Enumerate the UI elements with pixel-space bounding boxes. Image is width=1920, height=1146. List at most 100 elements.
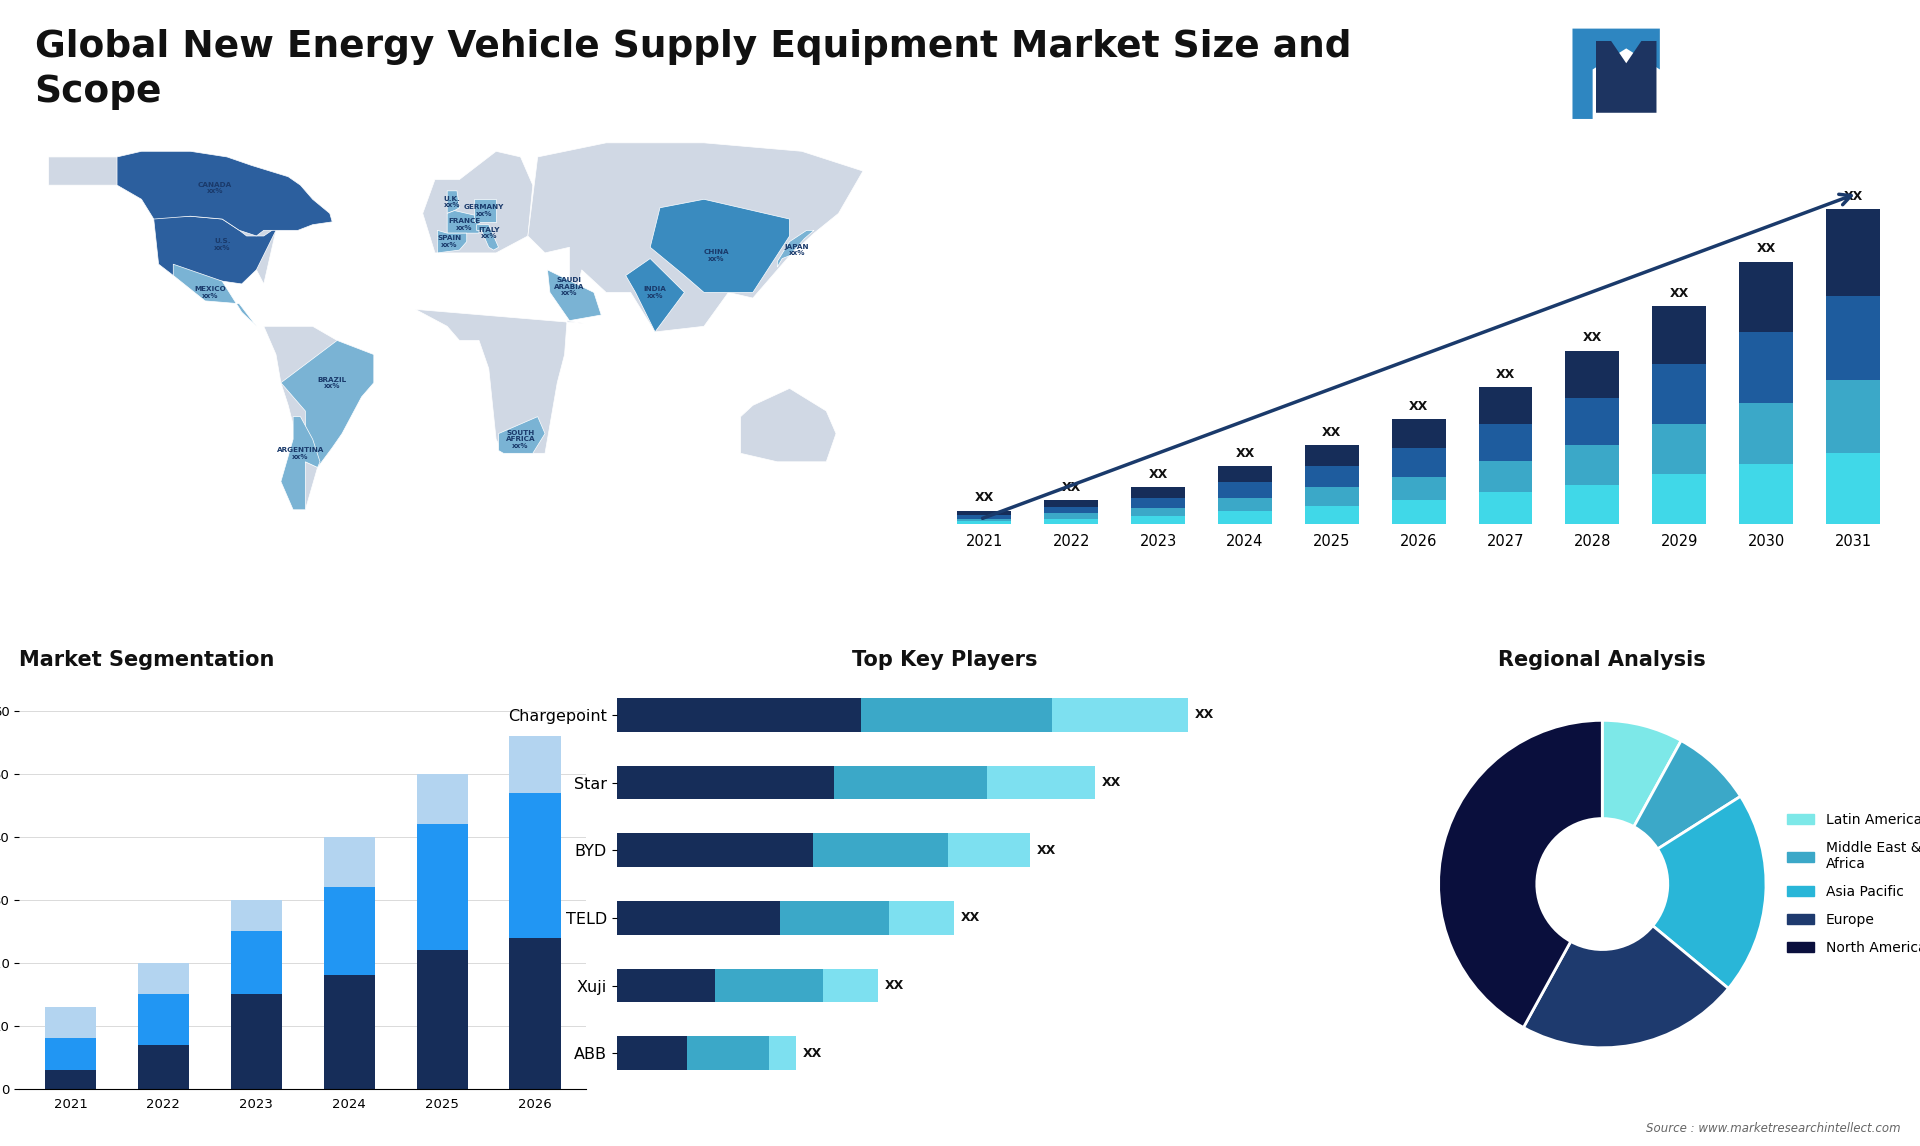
Text: XX: XX bbox=[1194, 708, 1213, 722]
Title: Regional Analysis: Regional Analysis bbox=[1498, 650, 1707, 669]
Bar bbox=[1131, 516, 1185, 524]
Bar bbox=[889, 901, 954, 935]
Bar bbox=[1392, 419, 1446, 448]
Bar bbox=[1044, 507, 1098, 513]
Polygon shape bbox=[778, 230, 814, 267]
Wedge shape bbox=[1438, 721, 1603, 1028]
Bar bbox=[44, 1070, 96, 1089]
Bar bbox=[1044, 519, 1098, 524]
Bar bbox=[1392, 501, 1446, 524]
Text: ARGENTINA
xx%: ARGENTINA xx% bbox=[276, 447, 324, 460]
Bar bbox=[1565, 398, 1619, 445]
Bar bbox=[1217, 466, 1271, 482]
Title: Top Key Players: Top Key Players bbox=[852, 650, 1039, 669]
Bar bbox=[616, 1036, 687, 1070]
Bar bbox=[616, 901, 780, 935]
Bar bbox=[616, 833, 812, 868]
Polygon shape bbox=[741, 388, 835, 462]
Polygon shape bbox=[547, 269, 601, 321]
Text: XX: XX bbox=[1496, 368, 1515, 382]
Text: GERMANY
xx%: GERMANY xx% bbox=[465, 204, 505, 217]
Bar bbox=[1217, 482, 1271, 497]
Polygon shape bbox=[651, 199, 789, 292]
Wedge shape bbox=[1603, 721, 1682, 826]
Bar bbox=[417, 824, 468, 950]
Bar bbox=[824, 968, 877, 1003]
Polygon shape bbox=[117, 151, 332, 236]
Text: SOUTH
AFRICA
xx%: SOUTH AFRICA xx% bbox=[505, 430, 536, 449]
Bar bbox=[1306, 505, 1359, 524]
Text: XX: XX bbox=[1235, 447, 1254, 460]
Text: JAPAN
xx%: JAPAN xx% bbox=[785, 244, 808, 257]
Bar bbox=[1740, 403, 1793, 463]
Bar bbox=[948, 833, 1029, 868]
Bar bbox=[616, 698, 862, 732]
Polygon shape bbox=[415, 309, 584, 454]
Polygon shape bbox=[280, 417, 321, 510]
Bar bbox=[324, 887, 374, 975]
Bar bbox=[1653, 363, 1707, 424]
Bar bbox=[1217, 511, 1271, 524]
Bar bbox=[862, 698, 1052, 732]
Polygon shape bbox=[447, 191, 459, 213]
Bar bbox=[1826, 296, 1880, 379]
Bar bbox=[1131, 508, 1185, 516]
Polygon shape bbox=[173, 265, 257, 327]
Bar bbox=[44, 1038, 96, 1070]
Polygon shape bbox=[438, 230, 467, 253]
Bar bbox=[138, 995, 188, 1045]
Text: XX: XX bbox=[1582, 331, 1601, 345]
Bar bbox=[1306, 445, 1359, 466]
Bar bbox=[138, 963, 188, 995]
Text: FRANCE
xx%: FRANCE xx% bbox=[447, 219, 480, 231]
Bar bbox=[509, 793, 561, 937]
Polygon shape bbox=[263, 327, 374, 510]
Bar bbox=[1478, 461, 1532, 493]
Bar bbox=[835, 766, 987, 800]
Bar bbox=[417, 950, 468, 1089]
Text: XX: XX bbox=[885, 979, 904, 992]
Text: U.S.
xx%: U.S. xx% bbox=[213, 238, 230, 251]
Text: Source : www.marketresearchintellect.com: Source : www.marketresearchintellect.com bbox=[1645, 1122, 1901, 1135]
Text: XX: XX bbox=[1102, 776, 1121, 790]
Bar bbox=[1653, 424, 1707, 474]
Text: XX: XX bbox=[1757, 242, 1776, 256]
Text: Market Segmentation: Market Segmentation bbox=[19, 650, 275, 669]
Text: CHINA
xx%: CHINA xx% bbox=[703, 250, 730, 262]
Bar bbox=[1740, 463, 1793, 524]
Bar bbox=[1306, 487, 1359, 505]
Polygon shape bbox=[1596, 41, 1657, 112]
Bar bbox=[770, 1036, 797, 1070]
Bar bbox=[1653, 474, 1707, 524]
Bar bbox=[138, 1045, 188, 1089]
Polygon shape bbox=[48, 151, 332, 284]
Bar bbox=[1392, 448, 1446, 477]
Polygon shape bbox=[1572, 29, 1659, 119]
Bar bbox=[1653, 306, 1707, 363]
Text: XX: XX bbox=[803, 1046, 822, 1060]
Bar bbox=[812, 833, 948, 868]
Text: XX: XX bbox=[1409, 400, 1428, 413]
Wedge shape bbox=[1634, 740, 1741, 849]
Bar bbox=[1044, 501, 1098, 507]
Bar bbox=[1217, 497, 1271, 511]
Bar bbox=[230, 995, 282, 1089]
Legend: Latin America, Middle East &
Africa, Asia Pacific, Europe, North America: Latin America, Middle East & Africa, Asi… bbox=[1782, 808, 1920, 960]
Bar bbox=[958, 511, 1012, 515]
Text: XX: XX bbox=[1062, 481, 1081, 494]
Bar bbox=[958, 515, 1012, 519]
Bar bbox=[1478, 493, 1532, 524]
Bar bbox=[1826, 209, 1880, 296]
Bar bbox=[509, 736, 561, 793]
Polygon shape bbox=[447, 211, 478, 233]
Bar bbox=[1478, 387, 1532, 424]
Polygon shape bbox=[626, 259, 684, 332]
Polygon shape bbox=[476, 225, 499, 250]
Text: XX: XX bbox=[1037, 843, 1056, 857]
Wedge shape bbox=[1523, 926, 1728, 1047]
Bar bbox=[1131, 497, 1185, 508]
Polygon shape bbox=[528, 143, 862, 332]
Bar bbox=[1740, 332, 1793, 403]
Polygon shape bbox=[154, 217, 298, 284]
Bar bbox=[1740, 261, 1793, 332]
